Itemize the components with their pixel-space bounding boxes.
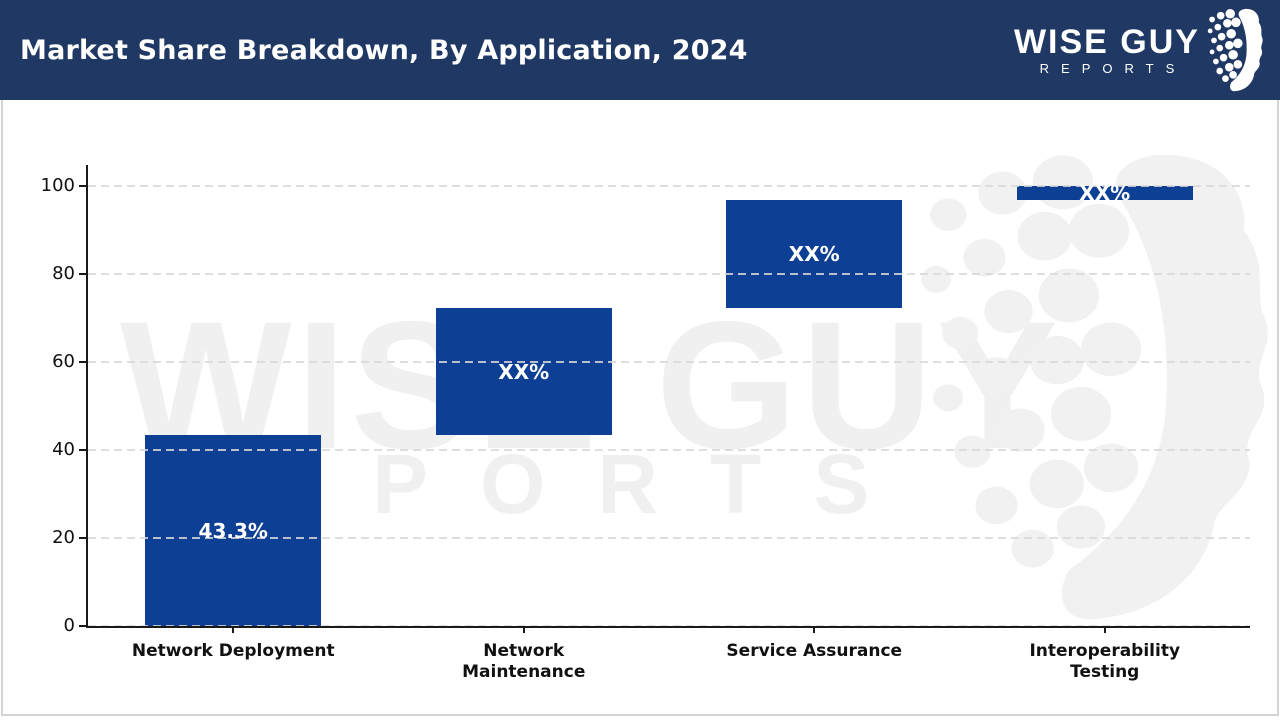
x-tick-network-deployment: [232, 626, 235, 633]
y-tick-label-20: 20: [52, 527, 75, 548]
gridline-y-80: [88, 273, 1250, 275]
gridline-y-60: [88, 361, 1250, 363]
bar-label-network-maintenance: XX%: [498, 359, 550, 384]
x-category-label-interoperability-testing: Interoperability Testing: [1029, 641, 1181, 682]
logo-wordmark: WISE GUY REPORTS: [1014, 25, 1200, 75]
y-tick-label-0: 0: [63, 615, 75, 636]
card-border-bottom: [1, 714, 1279, 716]
gridline-y-100: [88, 185, 1250, 187]
logo-line2: REPORTS: [1039, 61, 1187, 76]
page-title: Market Share Breakdown, By Application, …: [20, 34, 748, 66]
y-tick-60: [79, 361, 87, 363]
gridline-y-20: [88, 537, 1250, 539]
x-tick-network-maintenance: [522, 626, 525, 633]
y-axis: [86, 165, 88, 628]
x-tick-service-assurance: [813, 626, 816, 633]
wise-guy-reports-logo: WISE GUY REPORTS: [1014, 8, 1280, 92]
card-border-right: [1277, 100, 1279, 716]
x-category-label-network-maintenance: Network Maintenance: [462, 641, 586, 682]
header-bar: Market Share Breakdown, By Application, …: [0, 0, 1280, 100]
bar-interoperability-testing: [1016, 186, 1193, 201]
y-tick-80: [79, 273, 87, 275]
x-axis: [86, 626, 1250, 628]
bar-network-maintenance: [435, 308, 612, 436]
y-tick-100: [79, 185, 87, 187]
y-tick-label-40: 40: [52, 439, 75, 460]
x-category-label-network-deployment: Network Deployment: [131, 641, 335, 661]
y-tick-20: [79, 537, 87, 539]
bar-label-interoperability-testing: XX%: [1079, 181, 1131, 206]
y-tick-0: [79, 625, 87, 627]
card-border-left: [1, 100, 3, 716]
y-tick-label-100: 100: [40, 175, 75, 196]
watermark-text-line2: PORTS: [372, 437, 922, 531]
bar-network-deployment: [145, 435, 322, 626]
x-tick-interoperability-testing: [1103, 626, 1106, 633]
gridline-y-40: [88, 449, 1250, 451]
y-tick-label-60: 60: [52, 351, 75, 372]
bar-service-assurance: [726, 200, 903, 309]
y-tick-40: [79, 449, 87, 451]
x-category-label-service-assurance: Service Assurance: [726, 641, 903, 661]
y-tick-label-80: 80: [52, 263, 75, 284]
bar-label-network-deployment: 43.3%: [198, 518, 268, 543]
bar-label-service-assurance: XX%: [788, 242, 840, 267]
dotted-head-icon: [1207, 8, 1263, 92]
logo-line1: WISE GUY: [1013, 23, 1200, 61]
